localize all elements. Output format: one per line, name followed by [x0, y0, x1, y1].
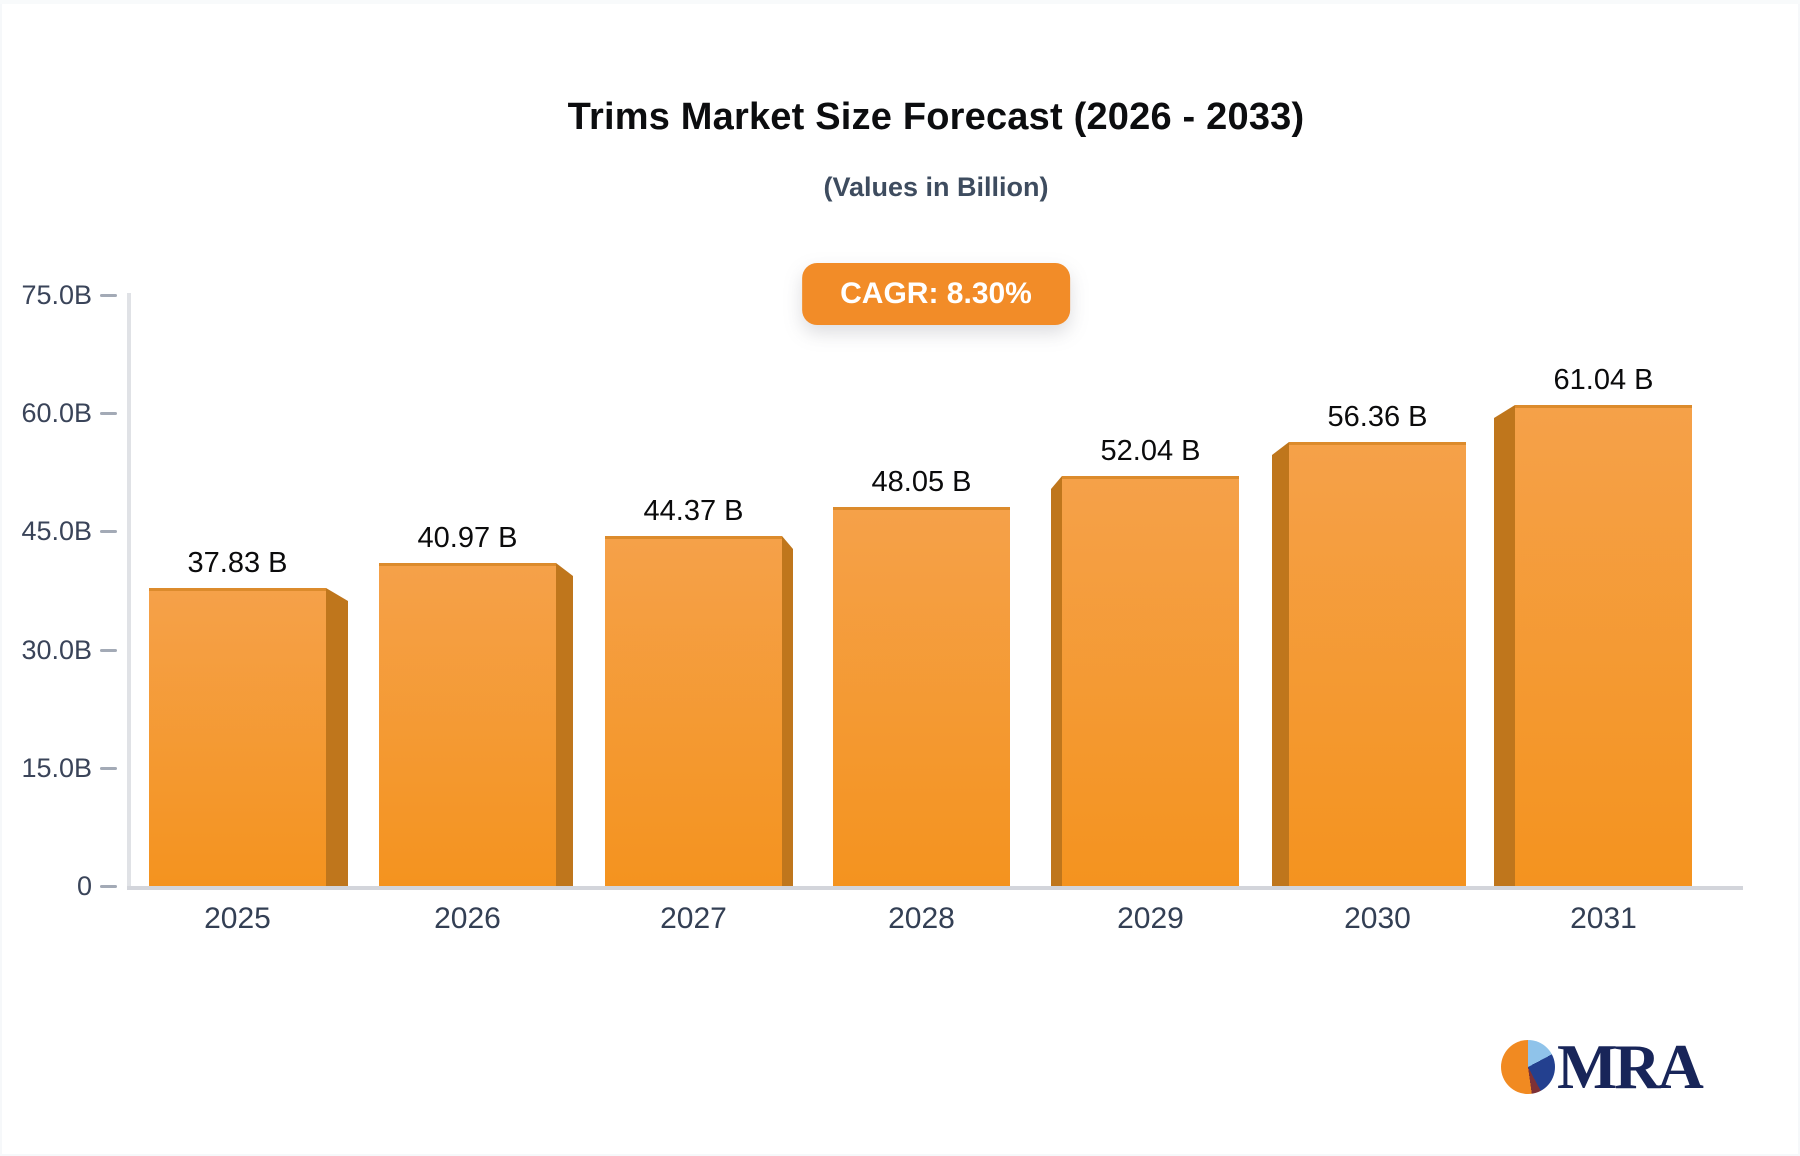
bar-value-label: 61.04 B: [1553, 364, 1654, 396]
pie-chart-logo-icon: [1501, 1040, 1555, 1094]
bar-side-3d: [326, 588, 348, 886]
bar-value-label: 37.83 B: [187, 547, 288, 579]
mra-logo: MRA: [1501, 1031, 1761, 1106]
x-axis-category-label: 2028: [888, 902, 955, 935]
x-axis-category-label: 2030: [1344, 902, 1411, 935]
bar-group-2025: [149, 588, 348, 886]
x-axis-category-label: 2031: [1570, 902, 1637, 935]
bar-value-label: 40.97 B: [417, 522, 518, 554]
bar-group-2031: [1494, 405, 1692, 886]
bar-face: [1062, 476, 1239, 886]
bar-face: [605, 536, 782, 886]
bar-face: [833, 507, 1010, 886]
y-axis-tick: [100, 294, 117, 297]
chart-title: Trims Market Size Forecast (2026 - 2033): [567, 96, 1305, 138]
bar-value-label: 52.04 B: [1100, 435, 1201, 467]
x-axis-category-label: 2029: [1117, 902, 1184, 935]
y-axis-tick-label: 60.0B: [21, 398, 92, 429]
y-axis-tick: [100, 412, 117, 416]
x-axis-category-label: 2025: [204, 902, 271, 935]
bar-value-label: 56.36 B: [1327, 401, 1428, 433]
x-axis-line: [127, 886, 1743, 890]
bar-group-2026: [379, 563, 573, 886]
y-axis-tick: [100, 885, 117, 888]
y-axis-tick-label: 30.0B: [21, 634, 92, 665]
y-axis-tick-label: 45.0B: [21, 516, 92, 547]
x-axis-category-label: 2026: [434, 902, 501, 935]
x-axis-category-label: 2027: [660, 902, 727, 935]
y-axis-tick-label: 15.0B: [21, 752, 92, 783]
bar-face: [1289, 442, 1466, 886]
bar-face: [379, 563, 556, 886]
bar-side-3d: [1272, 442, 1289, 886]
bar-side-3d: [556, 563, 573, 886]
bar-face: [149, 588, 326, 886]
y-axis-tick-label: 75.0B: [21, 280, 92, 310]
y-axis-tick: [100, 648, 117, 652]
bar-group-2027: [605, 536, 793, 886]
cagr-badge: CAGR: 8.30%: [802, 263, 1070, 325]
bar-group-2030: [1272, 442, 1466, 886]
bar-side-3d: [1051, 476, 1062, 886]
logo-text: MRA: [1557, 1031, 1704, 1102]
bar-side-3d: [1494, 405, 1515, 886]
bar-face: [1515, 405, 1692, 886]
page-top-edge: [0, 0, 1800, 4]
y-axis-line: [127, 293, 131, 888]
bar-side-3d: [782, 536, 793, 886]
chart-subtitle: (Values in Billion): [823, 172, 1049, 202]
bar-group-2028: [833, 507, 1010, 886]
bar-group-2029: [1051, 476, 1239, 886]
bar-value-label: 44.37 B: [643, 495, 744, 527]
y-axis-tick: [100, 766, 117, 770]
y-axis-tick: [100, 530, 117, 534]
y-axis-tick-label: 0: [76, 871, 92, 901]
bar-value-label: 48.05 B: [871, 466, 972, 498]
